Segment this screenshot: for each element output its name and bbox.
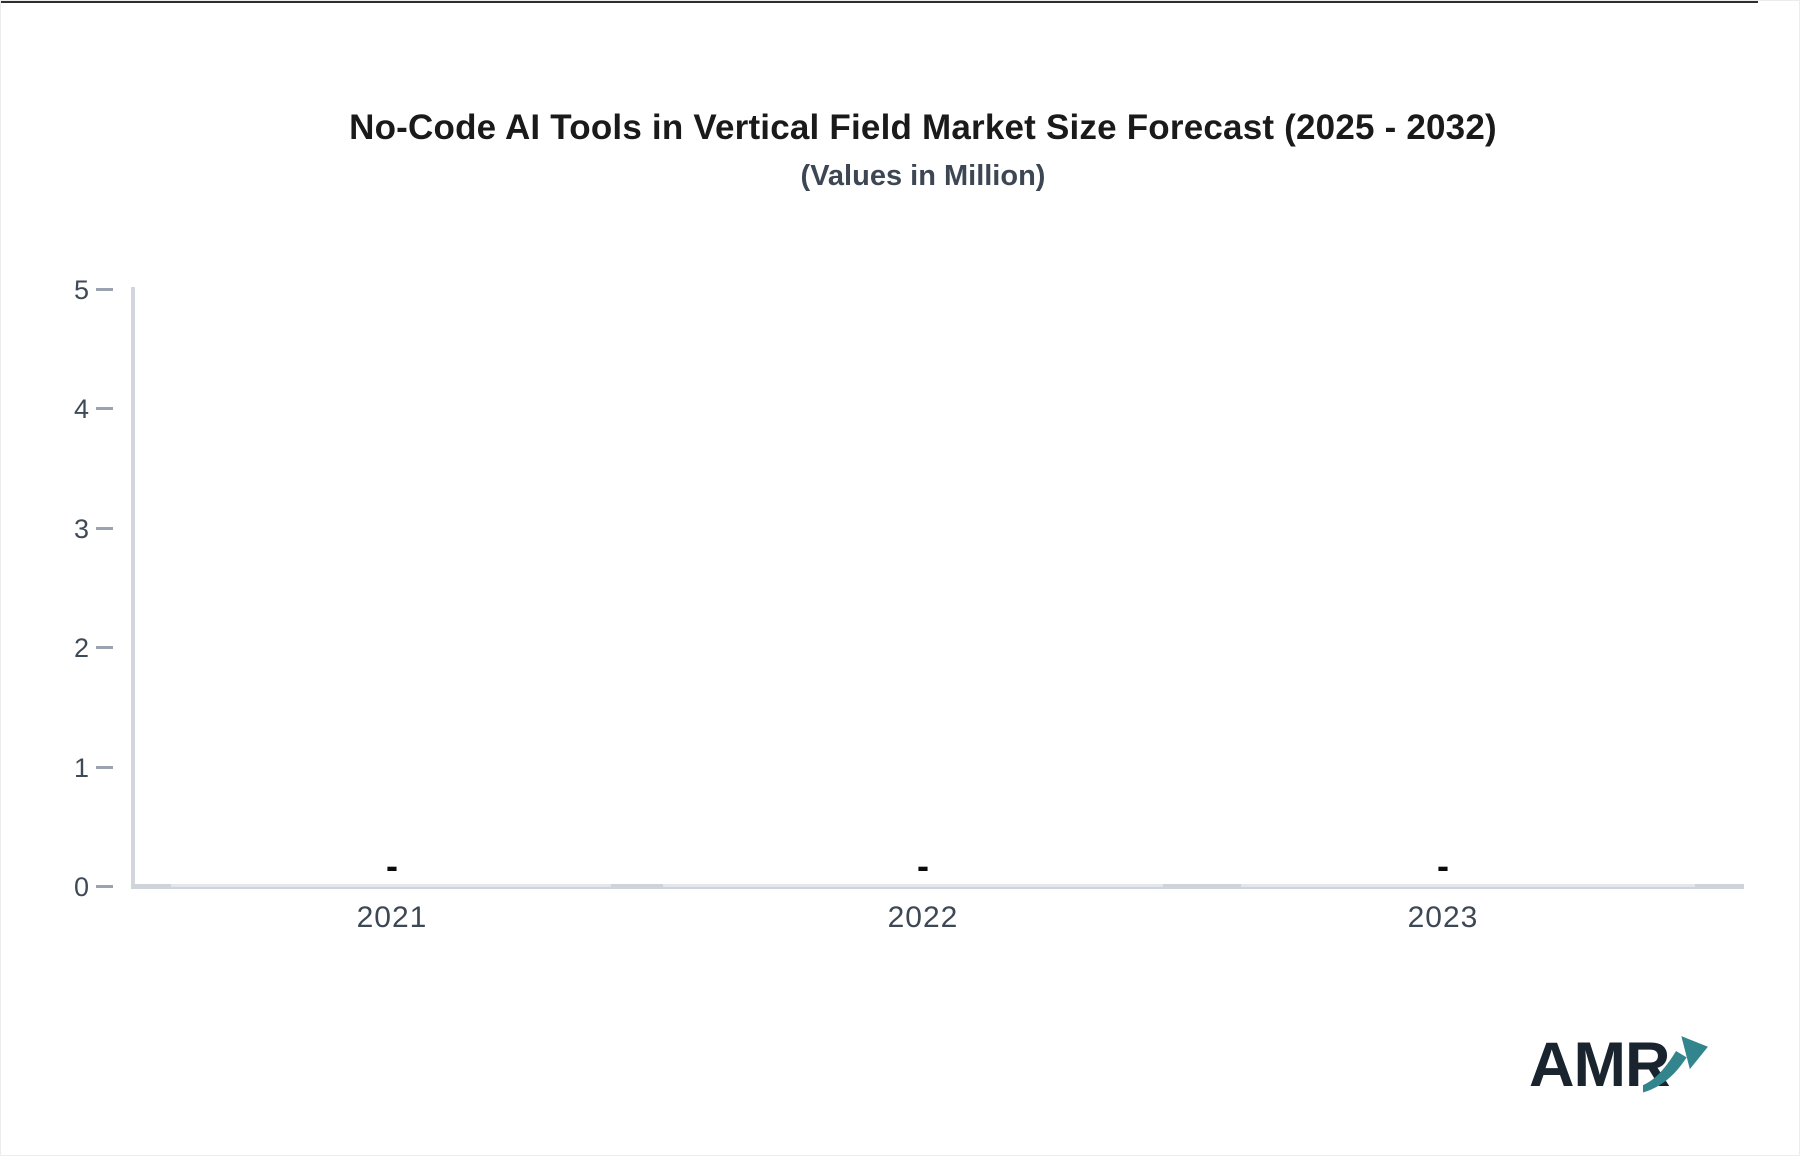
y-axis-tick-mark — [96, 766, 113, 769]
null-value-label: - — [917, 845, 929, 886]
null-value-label: - — [386, 845, 398, 886]
top-border-line — [1, 1, 1758, 3]
y-axis-tick-mark — [96, 646, 113, 649]
zero-value-bar — [663, 884, 1163, 887]
y-axis-tick-label: 0 — [73, 872, 89, 902]
chart-header: No-Code AI Tools in Vertical Field Marke… — [45, 107, 1799, 193]
x-axis-category-label: 2021 — [356, 901, 428, 934]
y-axis-tick-label: 4 — [73, 394, 89, 424]
y-axis-tick-label: 2 — [73, 633, 89, 663]
y-axis-line — [131, 287, 135, 889]
growth-arrow-icon — [1643, 1036, 1708, 1093]
x-axis-category-label: 2023 — [1407, 901, 1479, 934]
null-value-label: - — [1437, 845, 1449, 886]
chart-title: No-Code AI Tools in Vertical Field Marke… — [349, 108, 1497, 147]
y-axis-tick-label: 5 — [73, 275, 89, 305]
chart-subtitle: (Values in Million) — [800, 160, 1046, 192]
y-axis-tick-mark — [96, 288, 113, 291]
zero-value-bar — [171, 884, 611, 887]
amr-logo: AMR — [1529, 1029, 1709, 1109]
x-axis-category-label: 2022 — [887, 901, 959, 934]
y-axis-tick-mark — [96, 885, 113, 888]
y-axis-tick-label: 3 — [73, 514, 89, 544]
y-axis-tick-mark — [96, 407, 113, 410]
y-axis-tick-label: 1 — [73, 753, 89, 783]
y-axis-tick-mark — [96, 527, 113, 530]
zero-value-bar — [1241, 884, 1695, 887]
